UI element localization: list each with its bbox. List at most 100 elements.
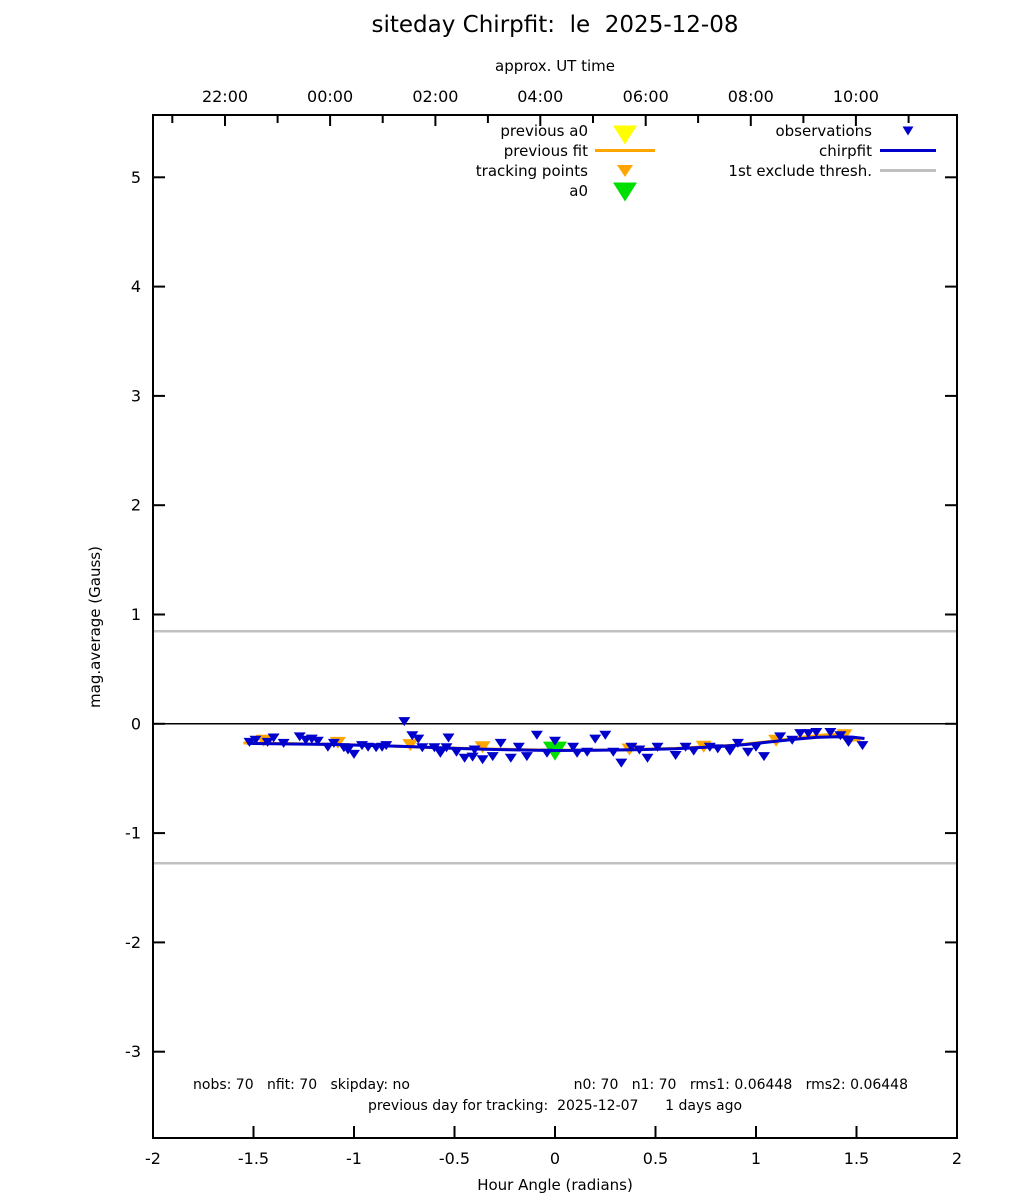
stats-line2: previous day for tracking: 2025-12-07 1 …	[367, 1098, 743, 1114]
observation-marker	[651, 742, 664, 752]
observation-marker	[406, 731, 419, 741]
observation-marker	[669, 751, 682, 760]
y-axis-label: mag.average (Gauss)	[86, 546, 104, 708]
axis-border	[152, 114, 958, 1139]
observation-marker	[711, 744, 724, 754]
observation-marker	[758, 752, 770, 762]
observation-marker	[834, 731, 847, 741]
x-tick-label: 1.5	[844, 1149, 869, 1168]
legend-label-chirpfit: chirpfit	[819, 142, 872, 160]
observation-marker	[428, 743, 441, 753]
observation-marker	[476, 755, 489, 765]
observation-marker	[856, 741, 869, 751]
observation-marker	[567, 742, 580, 752]
observation-marker	[625, 742, 638, 752]
observation-marker	[342, 745, 354, 755]
observation-marker	[794, 729, 807, 739]
observation-marker	[380, 741, 393, 751]
legend-label-1st-exclude-thresh: 1st exclude thresh.	[728, 162, 872, 180]
observation-marker	[434, 748, 447, 758]
observation-marker	[348, 749, 360, 759]
observation-marker	[810, 728, 823, 737]
legend-label-a0: a0	[569, 182, 588, 200]
observation-marker	[512, 742, 525, 752]
observation-marker	[607, 747, 620, 757]
chart-title: siteday Chirpfit: le 2025-12-08	[371, 12, 739, 38]
observation-marker	[633, 745, 646, 755]
y-tick-label: 5	[131, 168, 141, 187]
observation-marker	[486, 752, 499, 762]
observation-marker	[321, 742, 334, 752]
observation-marker	[412, 734, 425, 744]
observation-marker	[731, 738, 744, 748]
legend-label-previous-a0: previous a0	[500, 122, 588, 140]
y-tick-label: 0	[131, 714, 141, 733]
y-tick-label: -1	[125, 824, 141, 843]
legend-marker-observations	[902, 126, 914, 136]
observation-marker	[494, 738, 507, 748]
observation-marker	[774, 732, 787, 742]
x-tick-label: 1	[751, 1149, 761, 1168]
stats-line1-right: n0: 70 n1: 70 rms1: 0.06448 rms2: 0.0644…	[573, 1077, 908, 1093]
observation-marker	[549, 736, 561, 746]
y-tick-label: 2	[131, 496, 141, 515]
observation-marker	[824, 728, 837, 737]
observation-marker	[802, 729, 815, 739]
y-tick-label: -3	[125, 1042, 141, 1061]
observation-marker	[440, 743, 453, 753]
top-tick-label: 04:00	[517, 87, 563, 106]
observation-marker	[589, 734, 602, 744]
legend-label-tracking-points: tracking points	[475, 162, 588, 180]
observation-marker	[641, 753, 654, 763]
observation-marker	[599, 730, 612, 740]
observation-marker	[786, 735, 799, 745]
observation-marker	[687, 746, 700, 756]
top-axis-title: approx. UT time	[495, 57, 615, 75]
observation-marker	[249, 735, 262, 745]
observation-marker	[458, 753, 471, 763]
x-tick-label: 0	[550, 1149, 560, 1168]
observation-marker	[466, 752, 479, 762]
top-tick-label: 22:00	[202, 87, 248, 106]
observation-marker	[293, 732, 306, 742]
observation-marker	[261, 737, 274, 747]
observation-marker	[541, 748, 553, 758]
stats-line1-left: nobs: 70 nfit: 70 skipday: no	[193, 1077, 410, 1093]
legend-marker-tracking-points	[617, 165, 633, 177]
y-tick-label: -2	[125, 933, 141, 952]
observation-marker	[362, 742, 375, 752]
tracking-point-marker	[474, 741, 491, 754]
top-tick-label: 06:00	[623, 87, 669, 106]
y-tick-label: 1	[131, 605, 141, 624]
observation-marker	[504, 753, 517, 763]
x-tick-label: -2	[145, 1149, 161, 1168]
y-tick-label: 4	[131, 277, 141, 296]
top-tick-label: 00:00	[307, 87, 353, 106]
observation-marker	[267, 733, 280, 743]
observation-marker	[750, 742, 762, 752]
x-tick-label: -1.5	[238, 1149, 269, 1168]
legend-marker-previous-a0	[613, 125, 637, 145]
legend-label-previous-fit: previous fit	[503, 142, 588, 160]
y-tick-label: 3	[131, 386, 141, 405]
observation-marker	[311, 736, 324, 746]
observation-marker	[468, 745, 481, 755]
observation-marker	[442, 733, 455, 743]
observation-marker	[679, 742, 692, 752]
x-tick-label: 0.5	[643, 1149, 668, 1168]
top-tick-label: 10:00	[833, 87, 879, 106]
top-tick-label: 02:00	[412, 87, 458, 106]
observation-marker	[398, 717, 411, 727]
observation-marker	[581, 747, 594, 757]
x-axis-label: Hour Angle (radians)	[477, 1176, 633, 1194]
x-tick-label: -1	[346, 1149, 362, 1168]
observation-marker	[327, 738, 340, 748]
observation-marker	[416, 743, 429, 753]
observation-marker	[742, 747, 754, 757]
observation-marker	[530, 730, 543, 740]
observation-marker	[723, 746, 736, 756]
legend-label-observations: observations	[775, 122, 872, 140]
x-tick-label: 2	[952, 1149, 962, 1168]
